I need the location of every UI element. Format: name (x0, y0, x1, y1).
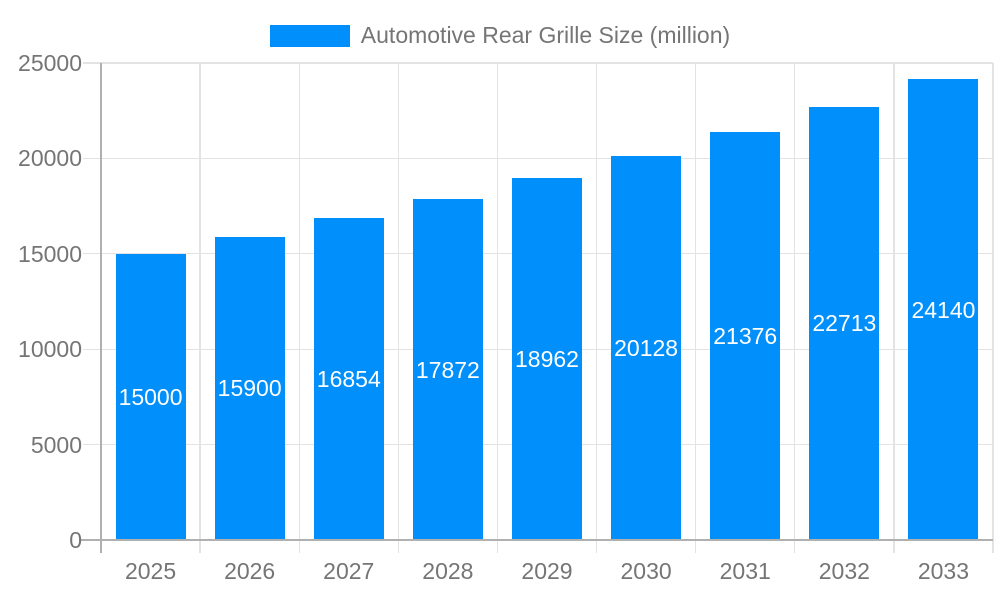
bar-value-label: 15900 (217, 375, 282, 402)
bar (710, 132, 781, 540)
bar (115, 253, 186, 540)
bar (611, 155, 682, 540)
y-axis-label: 20000 (18, 145, 82, 172)
bar-value-label: 20128 (614, 334, 679, 361)
y-axis-label: 25000 (18, 50, 82, 76)
x-axis-label: 2028 (422, 558, 474, 584)
x-axis-label: 2033 (917, 558, 970, 584)
v-gridline (298, 63, 300, 553)
v-gridline (199, 63, 201, 553)
y-axis-label: 10000 (18, 336, 82, 363)
x-axis-label: 2025 (124, 558, 177, 584)
bar-value-label: 21376 (713, 323, 778, 350)
legend-label: Automotive Rear Grille Size (million) (360, 22, 731, 48)
y-axis-label: 5000 (30, 431, 82, 458)
bar (908, 79, 979, 540)
bar-value-label: 22713 (812, 310, 877, 337)
v-gridline (595, 63, 598, 553)
bar-value-label: 24140 (911, 296, 976, 323)
bar (313, 218, 384, 540)
x-axis-label: 2031 (719, 558, 771, 584)
y-axis-line (100, 63, 102, 553)
v-gridline (794, 63, 796, 553)
legend-swatch-icon (269, 24, 350, 47)
v-gridline (694, 63, 697, 553)
x-axis-label: 2029 (521, 558, 573, 584)
bar-value-label: 16854 (316, 366, 381, 393)
bar (214, 236, 285, 540)
bar-value-label: 15000 (118, 383, 183, 410)
x-axis-line (80, 539, 993, 541)
legend: Automotive Rear Grille Size (million) (0, 22, 1000, 49)
x-axis-label: 2032 (818, 558, 870, 584)
v-gridline (397, 63, 400, 553)
bar-value-label: 18962 (515, 346, 579, 373)
x-axis-label: 2030 (620, 558, 672, 584)
v-gridline (496, 63, 499, 553)
x-axis-label: 2026 (224, 558, 276, 584)
bar (512, 178, 582, 540)
y-axis-label: 0 (69, 527, 82, 553)
x-axis-label: 2027 (323, 558, 375, 584)
legend-item[interactable]: Automotive Rear Grille Size (million) (269, 22, 731, 49)
h-gridline (83, 62, 993, 64)
v-gridline (992, 63, 994, 553)
h-gridline (83, 157, 993, 160)
bar (809, 106, 880, 540)
v-gridline (893, 63, 895, 553)
bar-value-label: 17872 (415, 356, 480, 383)
bar (412, 199, 483, 540)
y-axis-label: 15000 (18, 240, 82, 267)
